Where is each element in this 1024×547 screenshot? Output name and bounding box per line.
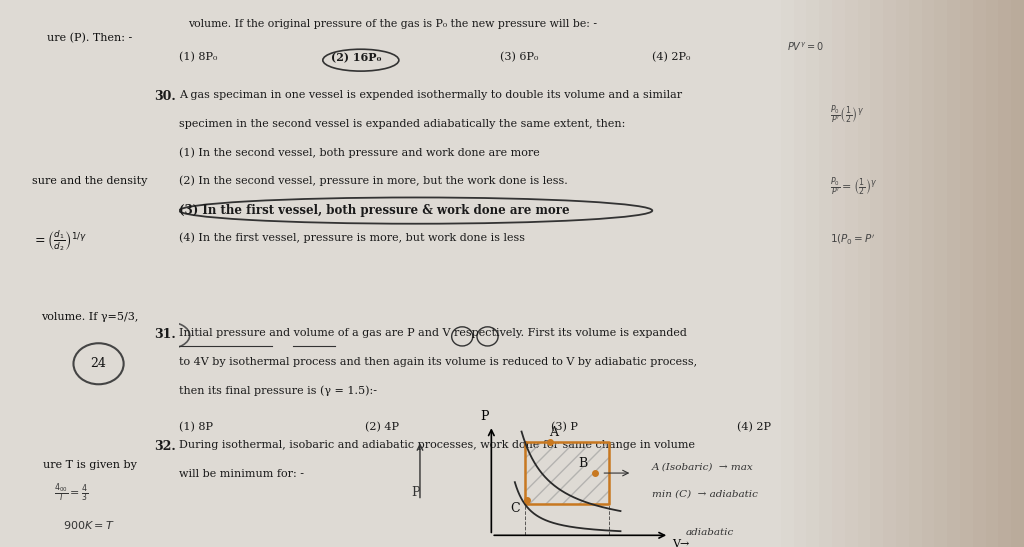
Text: $= \left(\frac{d_1}{d_2}\right)^{1/\gamma}$: $= \left(\frac{d_1}{d_2}\right)^{1/\gamm… (33, 228, 87, 253)
Text: ure T is given by: ure T is given by (43, 460, 136, 470)
Text: specimen in the second vessel is expanded adiabatically the same extent, then:: specimen in the second vessel is expande… (179, 119, 626, 129)
Text: (1) In the second vessel, both pressure and work done are more: (1) In the second vessel, both pressure … (179, 147, 540, 158)
Text: $\frac{P_0}{P'} = \left(\frac{1}{2}\right)^{\gamma}$: $\frac{P_0}{P'} = \left(\frac{1}{2}\righ… (829, 176, 878, 199)
Bar (858, 0, 870, 547)
Bar (922, 0, 934, 547)
Text: (4) In the first vessel, pressure is more, but work done is less: (4) In the first vessel, pressure is mor… (179, 232, 525, 243)
Text: 32.: 32. (154, 440, 175, 453)
Text: (3) P: (3) P (551, 422, 578, 432)
Text: $\frac{P_0}{P'}\left(\frac{1}{2}\right)^{\gamma}$: $\frac{P_0}{P'}\left(\frac{1}{2}\right)^… (829, 104, 863, 127)
Text: then its final pressure is (γ = 1.5):-: then its final pressure is (γ = 1.5):- (179, 385, 377, 395)
Text: (4) 2P: (4) 2P (737, 422, 771, 432)
Bar (819, 0, 831, 547)
Bar (973, 0, 985, 547)
Text: adiabatic: adiabatic (686, 528, 734, 537)
Text: (2) 16P₀: (2) 16P₀ (332, 52, 382, 63)
Bar (985, 0, 998, 547)
Bar (768, 0, 780, 547)
Text: will be minimum for: -: will be minimum for: - (179, 469, 304, 479)
Text: C: C (510, 502, 520, 515)
Text: $1(P_0 = P'$: $1(P_0 = P'$ (829, 232, 876, 247)
Bar (807, 0, 819, 547)
Text: $\frac{4_{00}}{T} = \frac{4}{3}$: $\frac{4_{00}}{T} = \frac{4}{3}$ (53, 481, 88, 504)
Text: volume. If γ=5/3,: volume. If γ=5/3, (41, 312, 138, 322)
Text: (2) In the second vessel, pressure in more, but the work done is less.: (2) In the second vessel, pressure in mo… (179, 176, 568, 186)
Text: (1) 8P: (1) 8P (179, 422, 213, 432)
Bar (883, 0, 896, 547)
Bar (831, 0, 845, 547)
Bar (934, 0, 947, 547)
Text: Initial pressure and volume of a gas are P and V respectively. First its volume : Initial pressure and volume of a gas are… (179, 328, 687, 338)
Text: 30.: 30. (154, 90, 175, 103)
Text: (4) 2P₀: (4) 2P₀ (652, 52, 690, 62)
Text: P: P (412, 486, 420, 499)
Bar (947, 0, 961, 547)
Bar (909, 0, 922, 547)
Bar (896, 0, 909, 547)
Bar (794, 0, 807, 547)
Text: 24: 24 (90, 357, 106, 370)
Text: $PV^{\gamma}=0$: $PV^{\gamma}=0$ (787, 41, 824, 54)
Text: B: B (579, 457, 588, 470)
Text: $900 K = T$: $900 K = T$ (62, 519, 115, 531)
Text: sure and the density: sure and the density (32, 176, 147, 185)
Text: A (Isobaric)  → max: A (Isobaric) → max (652, 462, 754, 471)
Text: A gas speciman in one vessel is expended isothermally to double its volume and a: A gas speciman in one vessel is expended… (179, 90, 682, 100)
Text: ure (P). Then: -: ure (P). Then: - (47, 33, 132, 43)
Text: (1) 8P₀: (1) 8P₀ (179, 52, 217, 62)
Text: volume. If the original pressure of the gas is P₀ the new pressure will be: -: volume. If the original pressure of the … (187, 19, 597, 29)
Bar (780, 0, 794, 547)
Text: A: A (549, 426, 558, 439)
Bar (0, 0, 768, 547)
Text: (2) 4P: (2) 4P (365, 422, 399, 432)
Text: V→: V→ (673, 539, 690, 547)
Text: min (C)  → adiabatic: min (C) → adiabatic (652, 490, 758, 498)
Text: During isothermal, isobaric and adiabatic processes, work done for same change i: During isothermal, isobaric and adiabati… (179, 440, 695, 450)
Text: 31.: 31. (154, 328, 175, 341)
Bar (845, 0, 857, 547)
Text: to 4V by isothermal process and then again its volume is reduced to V by adiabat: to 4V by isothermal process and then aga… (179, 357, 697, 366)
Bar (870, 0, 883, 547)
Bar (961, 0, 973, 547)
Bar (998, 0, 1011, 547)
Text: (3) In the first vessel, both pressure & work done are more: (3) In the first vessel, both pressure &… (179, 204, 569, 217)
Text: P: P (480, 410, 488, 423)
Text: (3) 6P₀: (3) 6P₀ (500, 52, 539, 62)
Bar (1012, 0, 1024, 547)
